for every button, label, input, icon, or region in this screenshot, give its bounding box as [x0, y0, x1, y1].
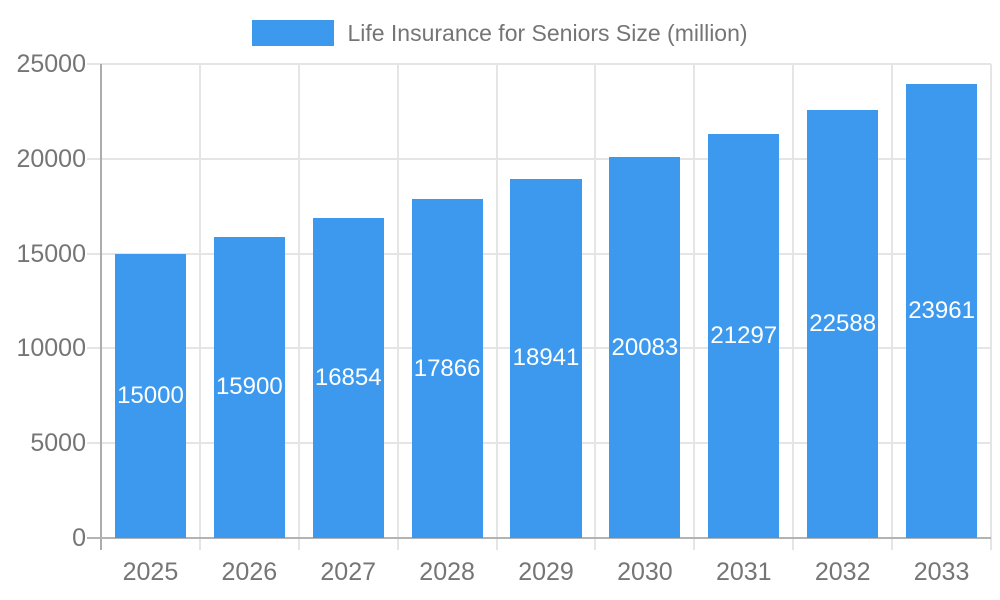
- y-tick-label: 15000: [16, 239, 86, 268]
- y-tick-label: 20000: [16, 144, 86, 173]
- x-tick-label: 2027: [320, 558, 377, 586]
- y-tick-label: 10000: [16, 334, 86, 363]
- y-tick-label: 5000: [30, 429, 86, 458]
- bar[interactable]: 17866: [411, 199, 483, 538]
- x-tick-label: 2031: [715, 558, 772, 586]
- gridline-horizontal: [87, 63, 991, 65]
- x-tick-label: 2026: [221, 558, 278, 586]
- legend-label[interactable]: Life Insurance for Seniors Size (million…: [347, 19, 748, 46]
- x-tick-label: 2029: [518, 558, 574, 586]
- x-tick-label: 2028: [419, 558, 475, 586]
- bar-value-label: 16854: [314, 364, 382, 392]
- bar[interactable]: 16854: [312, 218, 384, 538]
- x-tick-label: 2025: [122, 558, 179, 586]
- y-axis-labels: 25000 20000 15000 10000 5000 0: [0, 50, 86, 552]
- bar-value-label: 23961: [908, 296, 975, 324]
- bar-value-label: 17866: [413, 354, 481, 382]
- gridline-vertical: [891, 64, 894, 550]
- y-tick-label: 25000: [16, 50, 86, 78]
- gridline-vertical: [396, 64, 399, 550]
- bar[interactable]: 22588: [807, 109, 879, 538]
- bar-value-label: 18941: [512, 344, 580, 372]
- x-axis-line: [87, 537, 991, 539]
- gridline-vertical: [792, 64, 795, 550]
- gridline-vertical: [693, 64, 696, 550]
- bar[interactable]: 15900: [213, 236, 285, 538]
- y-tick-label: 0: [72, 524, 86, 552]
- bar[interactable]: 15000: [114, 253, 187, 538]
- bar[interactable]: 20083: [609, 157, 681, 538]
- gridline-horizontal: [87, 157, 991, 160]
- bar[interactable]: 21297: [708, 134, 780, 538]
- gridline-vertical: [594, 64, 597, 550]
- legend-swatch[interactable]: [252, 20, 335, 46]
- gridline-vertical: [495, 64, 498, 550]
- bar-value-label: 21297: [710, 322, 778, 350]
- x-tick-label: 2032: [814, 558, 871, 586]
- x-axis-labels: 2025 2026 2027 2028 2029 2030 2031 2032 …: [101, 556, 991, 588]
- bar-value-label: 15900: [215, 373, 283, 401]
- bar-value-label: 22588: [809, 309, 877, 337]
- bar-value-label: 20083: [611, 333, 679, 361]
- x-tick-label: 2033: [913, 558, 970, 586]
- legend: Life Insurance for Seniors Size (million…: [0, 17, 1000, 49]
- x-tick-label: 2030: [617, 558, 673, 586]
- bar-value-label: 15000: [117, 381, 184, 409]
- y-axis-line: [100, 64, 102, 550]
- gridline-vertical: [198, 64, 201, 550]
- gridline-vertical: [297, 64, 300, 550]
- plot-area: 15000 15900 16854 17866 18941: [87, 63, 992, 550]
- gridline-vertical: [990, 64, 992, 550]
- bar[interactable]: 23961: [905, 83, 978, 538]
- bars-group: 15000 15900 16854 17866 18941: [101, 64, 991, 538]
- bar[interactable]: 18941: [510, 178, 582, 538]
